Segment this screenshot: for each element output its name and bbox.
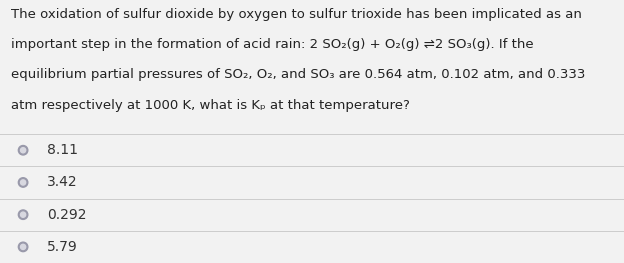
Ellipse shape — [18, 242, 28, 252]
Ellipse shape — [21, 148, 26, 153]
Text: 5.79: 5.79 — [47, 240, 77, 254]
Text: 0.292: 0.292 — [47, 208, 86, 222]
Ellipse shape — [21, 212, 26, 217]
Ellipse shape — [18, 210, 28, 219]
Text: atm respectively at 1000 K, what is Kₚ at that temperature?: atm respectively at 1000 K, what is Kₚ a… — [11, 99, 410, 112]
Text: important step in the formation of acid rain: 2 SO₂(g) + O₂(g) ⇌2 SO₃(g). If the: important step in the formation of acid … — [11, 38, 534, 51]
Text: The oxidation of sulfur dioxide by oxygen to sulfur trioxide has been implicated: The oxidation of sulfur dioxide by oxyge… — [11, 8, 582, 21]
Ellipse shape — [21, 180, 26, 185]
Ellipse shape — [21, 244, 26, 250]
Text: 8.11: 8.11 — [47, 143, 78, 157]
Text: 3.42: 3.42 — [47, 175, 77, 189]
Text: equilibrium partial pressures of SO₂, O₂, and SO₃ are 0.564 atm, 0.102 atm, and : equilibrium partial pressures of SO₂, O₂… — [11, 68, 585, 81]
Ellipse shape — [18, 145, 28, 155]
Ellipse shape — [18, 178, 28, 187]
